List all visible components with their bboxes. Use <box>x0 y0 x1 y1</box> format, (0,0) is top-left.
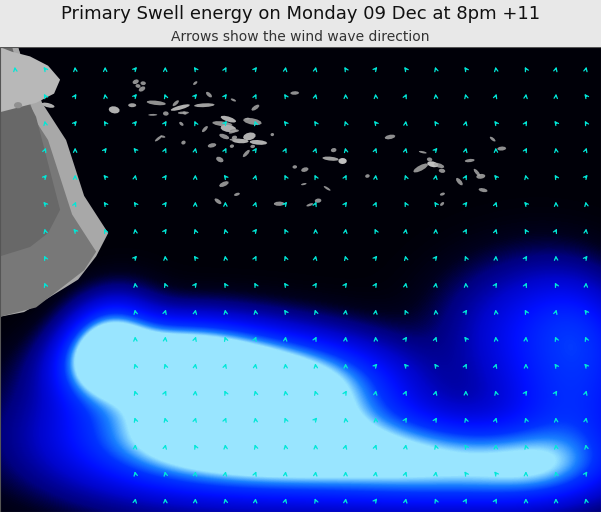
Polygon shape <box>0 47 72 317</box>
Polygon shape <box>0 47 96 317</box>
Polygon shape <box>232 136 237 139</box>
Polygon shape <box>228 130 237 134</box>
Polygon shape <box>498 146 506 151</box>
Text: Arrows show the wind wave direction: Arrows show the wind wave direction <box>171 30 430 44</box>
Polygon shape <box>0 47 60 112</box>
Polygon shape <box>193 81 198 85</box>
Polygon shape <box>221 116 236 122</box>
Polygon shape <box>323 157 339 161</box>
Polygon shape <box>413 163 428 173</box>
Polygon shape <box>293 165 297 168</box>
Polygon shape <box>315 199 322 203</box>
Polygon shape <box>183 112 187 115</box>
Polygon shape <box>182 141 186 144</box>
Polygon shape <box>440 193 445 196</box>
Polygon shape <box>109 106 120 114</box>
Polygon shape <box>212 121 233 126</box>
Polygon shape <box>243 133 255 140</box>
Polygon shape <box>245 118 250 120</box>
Polygon shape <box>476 174 486 179</box>
Polygon shape <box>172 100 179 106</box>
Polygon shape <box>155 136 162 141</box>
Polygon shape <box>307 203 313 206</box>
Polygon shape <box>219 181 228 187</box>
Polygon shape <box>250 140 267 145</box>
Text: Primary Swell energy on Monday 09 Dec at 8pm +11: Primary Swell energy on Monday 09 Dec at… <box>61 5 540 23</box>
Polygon shape <box>323 186 331 190</box>
Polygon shape <box>439 168 445 173</box>
Polygon shape <box>14 102 22 109</box>
Polygon shape <box>465 159 475 162</box>
Polygon shape <box>163 111 169 116</box>
Polygon shape <box>234 193 240 196</box>
Polygon shape <box>141 81 146 85</box>
Polygon shape <box>250 145 255 148</box>
Polygon shape <box>147 100 166 105</box>
Polygon shape <box>365 174 370 178</box>
Polygon shape <box>194 103 215 107</box>
Polygon shape <box>148 114 157 116</box>
Polygon shape <box>385 135 395 139</box>
Polygon shape <box>216 157 224 162</box>
Polygon shape <box>215 198 221 204</box>
Polygon shape <box>230 138 241 141</box>
Polygon shape <box>178 112 189 114</box>
Polygon shape <box>251 104 259 111</box>
Polygon shape <box>230 129 239 133</box>
Polygon shape <box>433 163 444 168</box>
Polygon shape <box>160 135 165 138</box>
Polygon shape <box>338 158 347 164</box>
Polygon shape <box>331 148 337 152</box>
Polygon shape <box>206 92 212 97</box>
Polygon shape <box>202 126 208 132</box>
Polygon shape <box>474 169 480 176</box>
Polygon shape <box>233 139 249 143</box>
Polygon shape <box>133 79 139 84</box>
Polygon shape <box>490 137 495 141</box>
Polygon shape <box>274 202 284 206</box>
Polygon shape <box>427 161 438 167</box>
Polygon shape <box>440 202 444 206</box>
Polygon shape <box>0 47 60 257</box>
Polygon shape <box>290 91 299 95</box>
Polygon shape <box>478 188 487 192</box>
Polygon shape <box>419 151 427 154</box>
Polygon shape <box>221 125 236 132</box>
Polygon shape <box>243 118 262 125</box>
Polygon shape <box>128 103 136 107</box>
Polygon shape <box>270 133 274 136</box>
Polygon shape <box>171 104 190 111</box>
Polygon shape <box>179 122 184 126</box>
Polygon shape <box>243 150 250 157</box>
Polygon shape <box>456 178 463 185</box>
Polygon shape <box>231 98 236 101</box>
Polygon shape <box>208 143 216 147</box>
Polygon shape <box>41 102 55 108</box>
Polygon shape <box>301 183 307 185</box>
Polygon shape <box>139 87 145 92</box>
Polygon shape <box>427 157 432 161</box>
Polygon shape <box>301 167 308 172</box>
Polygon shape <box>0 47 108 317</box>
Polygon shape <box>219 134 229 139</box>
Polygon shape <box>135 84 141 88</box>
Polygon shape <box>230 144 234 148</box>
